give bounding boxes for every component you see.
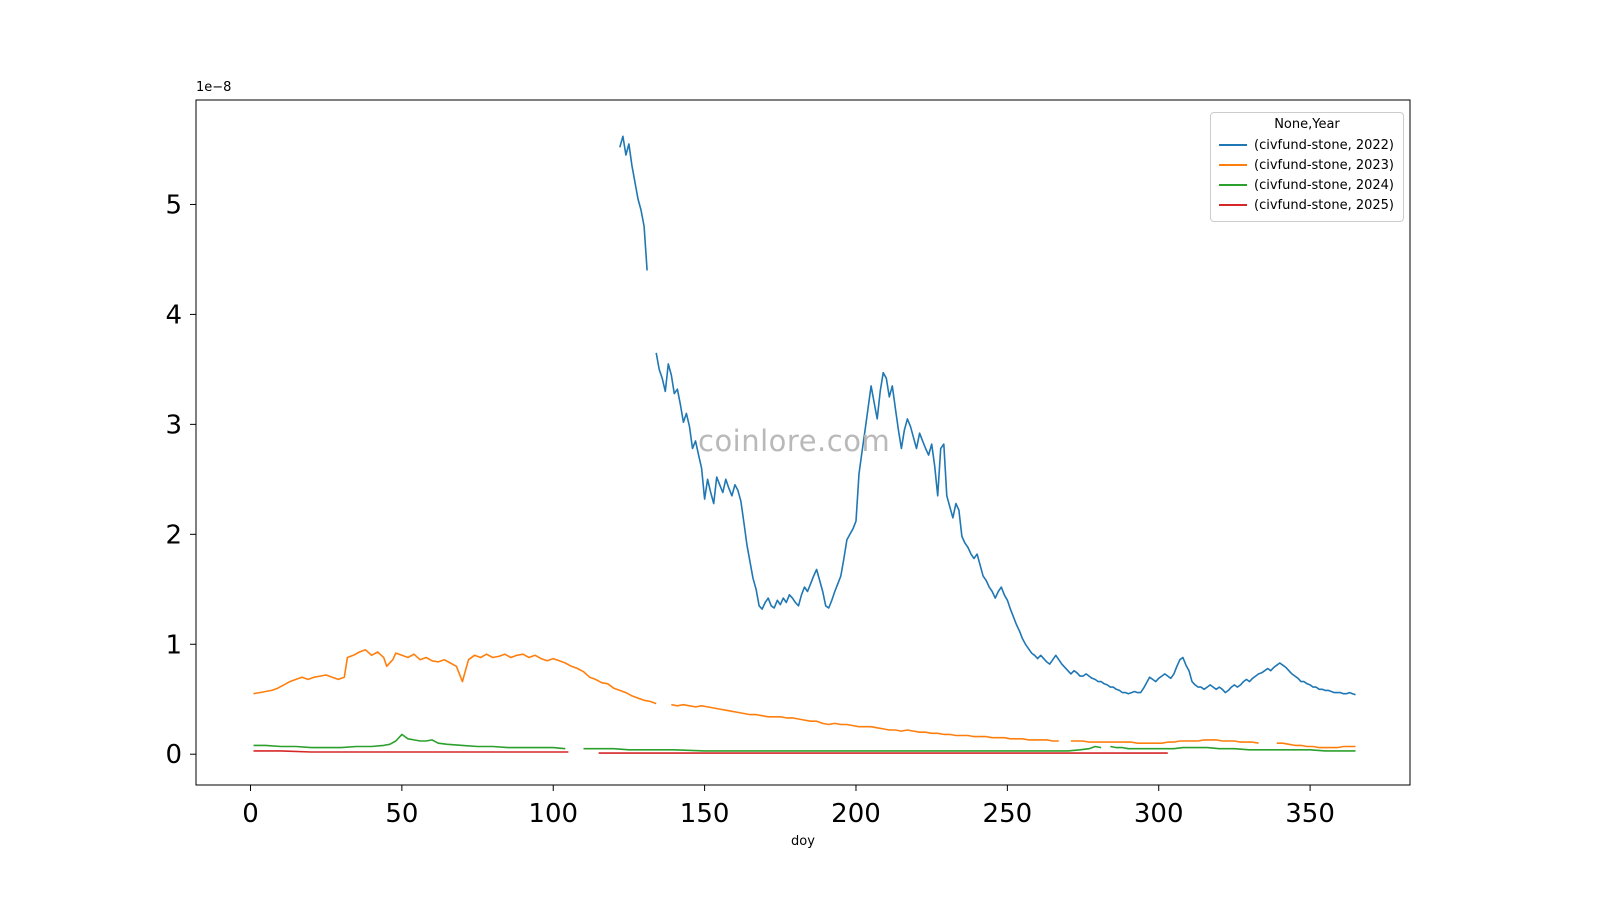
legend-label: (civfund-stone, 2024) [1254, 177, 1395, 193]
x-tick-label: 150 [680, 799, 730, 829]
x-tick-label: 100 [528, 799, 578, 829]
x-tick-label: 250 [983, 799, 1033, 829]
legend-label: (civfund-stone, 2025) [1254, 197, 1395, 213]
x-axis-label: doy [791, 834, 815, 849]
y-tick-label: 4 [165, 300, 182, 330]
series-line [1070, 739, 1259, 744]
legend-label: (civfund-stone, 2023) [1254, 157, 1395, 173]
legend-line-swatch [1219, 164, 1247, 166]
chart-series [253, 135, 1356, 754]
series-line [253, 649, 657, 705]
plot-frame [195, 99, 1411, 786]
x-tick-label: 350 [1285, 799, 1335, 829]
y-tick-label: 5 [165, 190, 182, 220]
x-tick-label: 300 [1134, 799, 1184, 829]
legend-entry: (civfund-stone, 2024) [1219, 175, 1395, 195]
legend-entries: (civfund-stone, 2022) (civfund-stone, 202… [1219, 135, 1395, 215]
series-line [253, 750, 569, 753]
y-tick-label: 2 [165, 520, 182, 550]
x-tick-label: 50 [385, 799, 418, 829]
x-tick-label: 200 [831, 799, 881, 829]
axis-ticks: 0 50 100 150 200 250 300 350 0 1 2 3 4 5 [165, 190, 1334, 829]
legend-entry: (civfund-stone, 2023) [1219, 155, 1395, 175]
x-tick-label: 0 [242, 799, 259, 829]
legend: None,Year (civfund-stone, 2022) (civfund-… [1210, 112, 1404, 222]
series-line [253, 733, 566, 750]
series-line [1110, 745, 1356, 752]
series-line [583, 745, 1102, 752]
series-line [619, 135, 648, 271]
legend-line-swatch [1219, 144, 1247, 146]
legend-entry: (civfund-stone, 2025) [1219, 195, 1395, 215]
legend-entry: (civfund-stone, 2022) [1219, 135, 1395, 155]
y-tick-label: 0 [165, 740, 182, 770]
series-line [655, 352, 1356, 696]
y-tick-label: 1 [165, 630, 182, 660]
y-tick-label: 3 [165, 410, 182, 440]
series-line [1276, 742, 1356, 749]
legend-line-swatch [1219, 184, 1247, 186]
legend-title: None,Year [1274, 117, 1340, 132]
series-line [671, 703, 1059, 742]
legend-label: (civfund-stone, 2022) [1254, 137, 1395, 153]
y-axis-offset-text: 1e−8 [196, 80, 231, 95]
legend-line-swatch [1219, 204, 1247, 206]
